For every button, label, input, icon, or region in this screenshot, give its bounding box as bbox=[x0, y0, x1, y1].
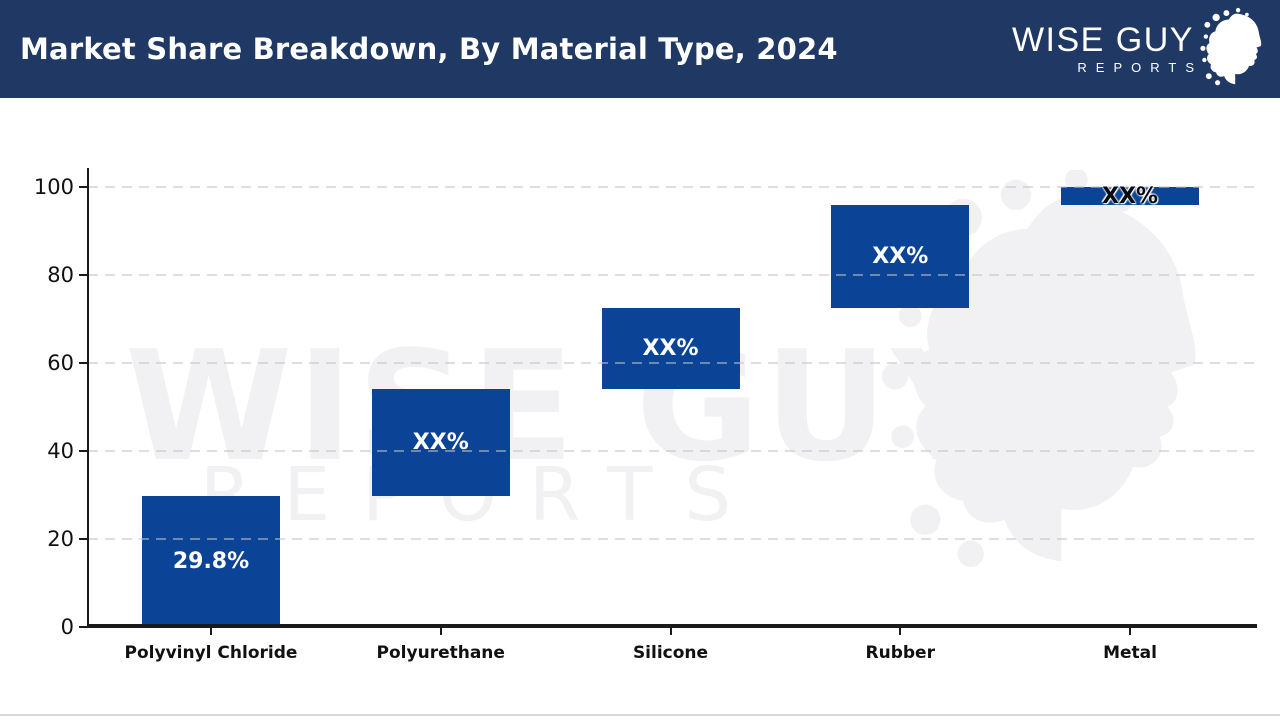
y-tick-label: 80 bbox=[47, 263, 74, 287]
bar-label: XX% bbox=[1102, 183, 1158, 209]
y-tick-mark bbox=[79, 538, 88, 540]
y-axis-line bbox=[87, 168, 89, 628]
gridline bbox=[88, 274, 1257, 276]
y-tick-mark bbox=[79, 450, 88, 452]
gridline bbox=[88, 362, 1257, 364]
logo-subtitle: REPORTS bbox=[1077, 60, 1203, 75]
y-tick-label: 100 bbox=[33, 175, 74, 199]
logo-text: WISE GUY REPORTS bbox=[1012, 23, 1194, 75]
header-bar: Market Share Breakdown, By Material Type… bbox=[0, 0, 1280, 98]
x-category-label: Polyurethane bbox=[376, 643, 505, 663]
y-tick-mark bbox=[79, 274, 88, 276]
x-category-label: Rubber bbox=[865, 643, 935, 663]
logo-wordmark: WISE GUY bbox=[1011, 21, 1194, 59]
x-tick-mark bbox=[1129, 628, 1131, 635]
x-category-label: Metal bbox=[1103, 643, 1157, 663]
y-tick-label: 20 bbox=[47, 527, 74, 551]
y-tick-mark bbox=[79, 186, 88, 188]
y-tick-label: 40 bbox=[47, 439, 74, 463]
bar bbox=[601, 308, 740, 389]
y-tick-mark bbox=[79, 626, 88, 628]
x-tick-mark bbox=[669, 628, 672, 635]
bar-label: XX% bbox=[412, 429, 469, 455]
bar bbox=[142, 495, 280, 627]
bar-label: XX% bbox=[642, 335, 699, 361]
x-category-label: Silicone bbox=[632, 643, 709, 663]
gridline bbox=[88, 538, 1257, 540]
x-tick-mark bbox=[899, 628, 902, 635]
bottom-rule bbox=[0, 714, 1280, 716]
gridline bbox=[88, 186, 1257, 188]
page-title: Market Share Breakdown, By Material Type… bbox=[20, 32, 838, 66]
logo: WISE GUY REPORTS bbox=[1012, 0, 1266, 98]
bar bbox=[371, 388, 510, 496]
x-category-label: Polyvinyl Chloride bbox=[124, 643, 298, 663]
bar-label: XX% bbox=[872, 244, 929, 270]
x-axis-line bbox=[87, 624, 1257, 628]
gridline bbox=[88, 450, 1257, 452]
x-tick-mark bbox=[439, 628, 442, 635]
x-tick-mark bbox=[210, 628, 212, 635]
dotted-face-logo-icon bbox=[1200, 7, 1266, 91]
y-tick-mark bbox=[79, 362, 88, 364]
bar-label: 29.8% bbox=[172, 548, 250, 574]
y-tick-label: 0 bbox=[60, 615, 74, 639]
y-tick-label: 60 bbox=[47, 351, 74, 375]
